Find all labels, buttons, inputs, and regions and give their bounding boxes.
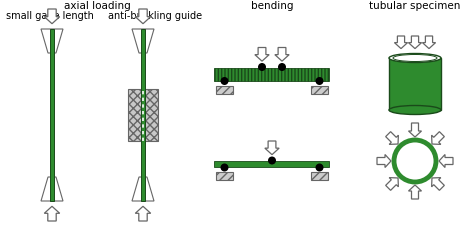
- Text: axial loading: axial loading: [64, 1, 130, 11]
- Bar: [128, 89, 158, 141]
- Polygon shape: [432, 178, 444, 190]
- Polygon shape: [422, 36, 436, 49]
- Circle shape: [278, 63, 286, 71]
- Polygon shape: [432, 132, 444, 144]
- Polygon shape: [409, 123, 421, 137]
- Polygon shape: [394, 36, 408, 49]
- Polygon shape: [386, 132, 398, 144]
- Ellipse shape: [389, 54, 441, 63]
- Circle shape: [316, 164, 323, 172]
- Bar: [216, 172, 233, 180]
- Text: small gage length: small gage length: [6, 11, 94, 21]
- Text: anti-buckling guide: anti-buckling guide: [108, 11, 202, 21]
- Polygon shape: [409, 36, 421, 49]
- Polygon shape: [439, 155, 453, 167]
- Bar: [216, 85, 233, 93]
- Bar: [311, 172, 328, 180]
- Polygon shape: [132, 29, 154, 53]
- Polygon shape: [265, 141, 279, 155]
- Circle shape: [258, 63, 266, 71]
- Bar: [215, 68, 329, 81]
- Polygon shape: [44, 206, 60, 221]
- Bar: [50, 29, 54, 201]
- Bar: [141, 29, 145, 201]
- Ellipse shape: [389, 106, 441, 114]
- Circle shape: [220, 164, 228, 172]
- Bar: [311, 85, 328, 93]
- Polygon shape: [275, 47, 289, 61]
- Polygon shape: [41, 177, 63, 201]
- Polygon shape: [409, 185, 421, 199]
- Circle shape: [268, 156, 276, 164]
- Polygon shape: [44, 9, 60, 24]
- Polygon shape: [386, 178, 398, 190]
- Ellipse shape: [393, 55, 437, 62]
- Polygon shape: [377, 155, 391, 167]
- Circle shape: [220, 77, 228, 85]
- Bar: [215, 161, 329, 167]
- Bar: [389, 58, 441, 110]
- Text: bending: bending: [251, 1, 293, 11]
- Polygon shape: [135, 206, 151, 221]
- Circle shape: [316, 77, 323, 85]
- Polygon shape: [135, 9, 151, 24]
- Text: tubular specimen: tubular specimen: [369, 1, 461, 11]
- Polygon shape: [132, 177, 154, 201]
- Polygon shape: [255, 47, 269, 61]
- Circle shape: [394, 140, 436, 182]
- Polygon shape: [41, 29, 63, 53]
